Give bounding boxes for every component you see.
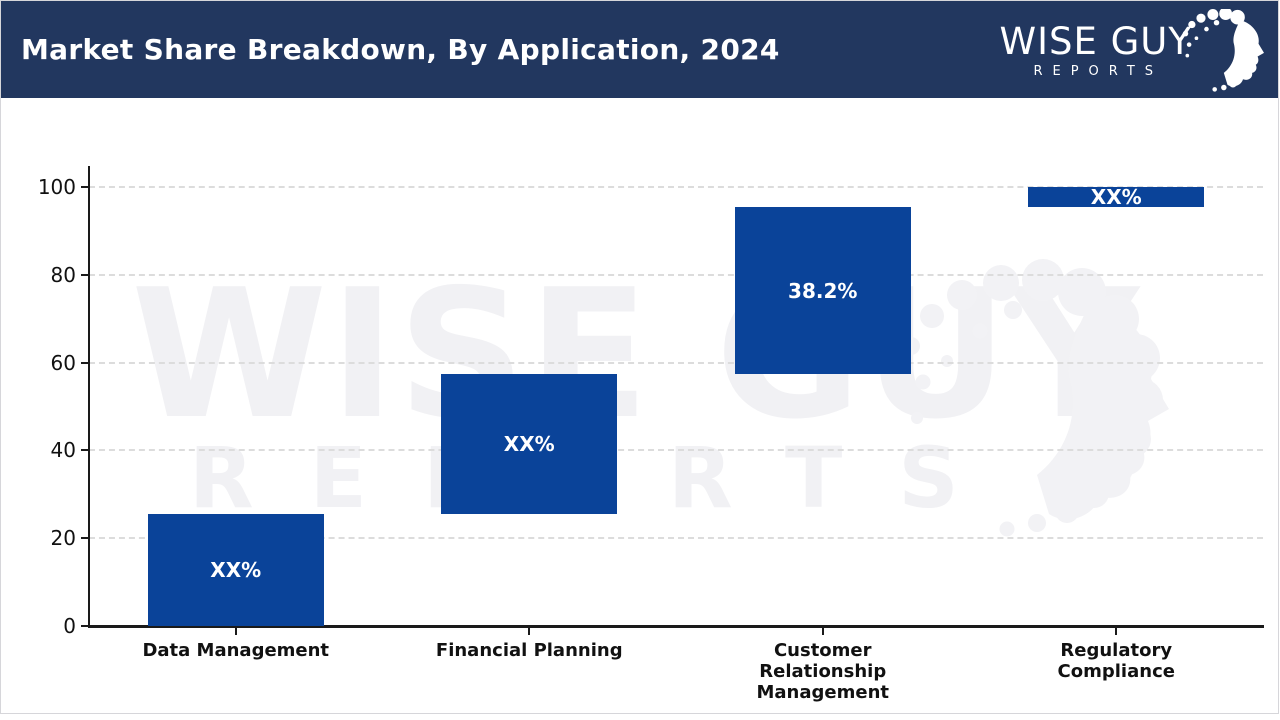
x-axis-category-label: Financial Planning	[435, 640, 623, 661]
header: Market Share Breakdown, By Application, …	[1, 1, 1278, 98]
logo-face-icon	[1182, 8, 1264, 92]
x-axis-tick	[528, 628, 531, 635]
gridline	[89, 186, 1263, 188]
y-axis-tick-label: 100	[37, 175, 76, 199]
bar-segment	[147, 514, 324, 626]
logo-subtext: REPORTS	[1033, 63, 1164, 79]
x-axis-tick	[821, 628, 824, 635]
y-axis-tick	[81, 449, 88, 452]
x-axis-line	[88, 625, 1264, 628]
bar-segment	[441, 374, 618, 515]
bar-value-label: XX%	[503, 432, 555, 457]
x-axis-category-label: Regulatory Compliance	[1057, 640, 1175, 683]
y-axis-tick	[81, 361, 88, 364]
chart-title: Market Share Breakdown, By Application, …	[21, 33, 780, 66]
y-axis-tick-label: 20	[50, 526, 76, 551]
y-axis-tick	[81, 537, 88, 540]
bar-value-label: XX%	[1090, 184, 1142, 209]
y-axis-tick-label: 60	[50, 350, 76, 375]
x-axis-category-label: Data Management	[142, 640, 330, 661]
y-axis-tick	[81, 625, 88, 627]
y-axis-tick	[81, 273, 88, 276]
x-axis-tick	[1115, 628, 1118, 635]
x-axis-tick	[234, 628, 237, 635]
bar-segment	[1028, 187, 1205, 207]
bar-value-label: XX%	[210, 558, 262, 583]
y-axis-line	[88, 166, 90, 628]
y-axis-tick-label: 80	[50, 262, 76, 287]
gridline	[89, 537, 1263, 540]
gridline	[89, 449, 1263, 452]
logo-wordmark: WISE GUY	[999, 19, 1192, 63]
y-axis-tick	[81, 186, 88, 188]
gridline	[89, 273, 1263, 276]
bar-segment	[734, 206, 911, 375]
x-axis-category-label: Customer Relationship Management	[756, 640, 890, 704]
logo-text: WISE GUY REPORTS	[1000, 23, 1192, 79]
y-axis-tick-label: 0	[63, 614, 76, 638]
bar-value-label: 38.2%	[788, 278, 858, 303]
y-axis-tick-label: 40	[50, 438, 76, 463]
gridline	[89, 361, 1263, 364]
logo: WISE GUY REPORTS	[1000, 8, 1268, 93]
